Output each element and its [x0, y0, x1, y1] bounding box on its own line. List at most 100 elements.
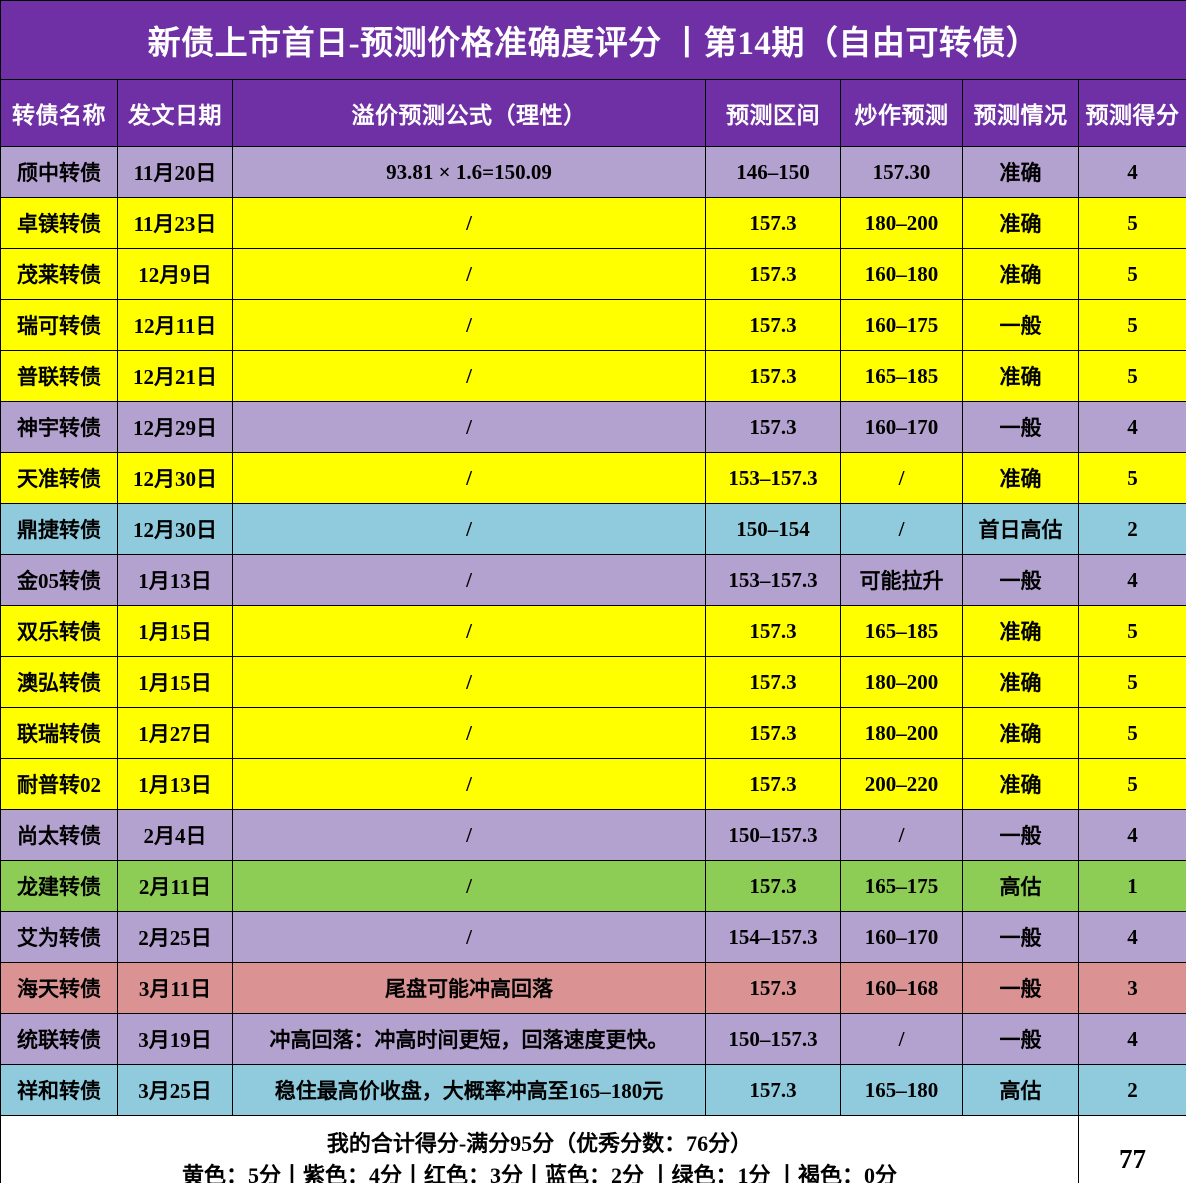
cell-prediction-status: 准确	[962, 197, 1079, 249]
cell-prediction-score: 3	[1077, 962, 1186, 1014]
cell-publish-date: 3月25日	[117, 1064, 233, 1116]
table-row: 卓镁转债 11月23日/157.3 180–200 准确 5	[0, 197, 1186, 249]
cell-premium-formula: /	[232, 554, 706, 606]
table-row: 艾为转债 2月25日/154–157.3 160–170 一般 4	[0, 911, 1186, 963]
cell-premium-formula: /	[232, 503, 706, 555]
cell-hype-forecast: 160–168	[840, 962, 963, 1014]
table-row: 统联转债 3月19日 冲高回落：冲高时间更短，回落速度更快。 150–157.3/一般…	[0, 1013, 1186, 1065]
cell-prediction-score: 4	[1077, 401, 1186, 453]
cell-prediction-score: 4	[1077, 1013, 1186, 1065]
cell-prediction-score: 5	[1077, 350, 1186, 402]
summary-line-1: 我的合计得分-满分95分（优秀分数：76分）	[326, 1131, 753, 1157]
cell-premium-formula: /	[232, 707, 706, 759]
cell-predicted-range: 157.3	[705, 197, 841, 249]
cell-bond-name: 海天转债	[0, 962, 118, 1014]
cell-prediction-score: 4	[1077, 146, 1186, 198]
cell-prediction-score: 5	[1077, 707, 1186, 759]
cell-prediction-score: 5	[1077, 758, 1186, 810]
table-row: 颀中转债 11月20日 93.81 × 1.6=150.09 146–150 157.3…	[0, 146, 1186, 198]
cell-hype-forecast: /	[840, 809, 963, 861]
cell-predicted-range: 153–157.3	[705, 554, 841, 606]
cell-publish-date: 3月11日	[117, 962, 233, 1014]
cell-premium-formula: /	[232, 248, 706, 300]
cell-publish-date: 11月23日	[117, 197, 233, 249]
cell-premium-formula: 93.81 × 1.6=150.09	[232, 146, 706, 198]
cell-publish-date: 12月9日	[117, 248, 233, 300]
cell-bond-name: 龙建转债	[0, 860, 118, 912]
cell-predicted-range: 150–157.3	[705, 809, 841, 861]
cell-prediction-score: 4	[1077, 554, 1186, 606]
cell-prediction-status: 一般	[962, 911, 1079, 963]
cell-predicted-range: 157.3	[705, 248, 841, 300]
table-row: 祥和转债 3月25日 稳住最高价收盘，大概率冲高至165–180元 157.3 165–…	[0, 1064, 1186, 1116]
cell-hype-forecast: 200–220	[840, 758, 963, 810]
column-header-formula: 溢价预测公式（理性）	[232, 79, 706, 147]
table-row: 耐普转02 1月13日/157.3 200–220 准确 5	[0, 758, 1186, 810]
cell-premium-formula: /	[232, 401, 706, 453]
cell-prediction-status: 首日高估	[962, 503, 1079, 555]
cell-predicted-range: 157.3	[705, 707, 841, 759]
table-header-row: 转债名称 发文日期 溢价预测公式（理性） 预测区间 炒作预测 预测情况 预测得分	[0, 79, 1186, 147]
table-row: 鼎捷转债 12月30日/150–154/首日高估 2	[0, 503, 1186, 555]
cell-prediction-status: 一般	[962, 401, 1079, 453]
cell-bond-name: 颀中转债	[0, 146, 118, 198]
cell-predicted-range: 157.3	[705, 401, 841, 453]
cell-prediction-score: 5	[1077, 452, 1186, 504]
cell-publish-date: 2月25日	[117, 911, 233, 963]
cell-publish-date: 12月29日	[117, 401, 233, 453]
cell-hype-forecast: 180–200	[840, 707, 963, 759]
cell-prediction-score: 1	[1077, 860, 1186, 912]
cell-publish-date: 12月30日	[117, 503, 233, 555]
cell-bond-name: 瑞可转债	[0, 299, 118, 351]
cell-premium-formula: /	[232, 299, 706, 351]
cell-predicted-range: 157.3	[705, 605, 841, 657]
cell-publish-date: 2月4日	[117, 809, 233, 861]
cell-prediction-status: 准确	[962, 452, 1079, 504]
cell-predicted-range: 146–150	[705, 146, 841, 198]
cell-bond-name: 耐普转02	[0, 758, 118, 810]
cell-premium-formula: /	[232, 197, 706, 249]
cell-hype-forecast: /	[840, 503, 963, 555]
cell-prediction-status: 高估	[962, 1064, 1079, 1116]
cell-publish-date: 1月27日	[117, 707, 233, 759]
cell-prediction-score: 5	[1077, 248, 1186, 300]
table-row: 天准转债 12月30日/153–157.3/准确 5	[0, 452, 1186, 504]
cell-publish-date: 12月30日	[117, 452, 233, 504]
cell-premium-formula: /	[232, 452, 706, 504]
cell-hype-forecast: 180–200	[840, 656, 963, 708]
cell-predicted-range: 157.3	[705, 656, 841, 708]
cell-predicted-range: 157.3	[705, 1064, 841, 1116]
cell-premium-formula: /	[232, 911, 706, 963]
cell-hype-forecast: 160–180	[840, 248, 963, 300]
cell-publish-date: 1月13日	[117, 758, 233, 810]
cell-prediction-score: 5	[1077, 197, 1186, 249]
cell-hype-forecast: 165–185	[840, 350, 963, 402]
table-row: 金05转债 1月13日/153–157.3 可能拉升 一般 4	[0, 554, 1186, 606]
cell-prediction-status: 一般	[962, 1013, 1079, 1065]
cell-publish-date: 1月13日	[117, 554, 233, 606]
cell-predicted-range: 150–154	[705, 503, 841, 555]
cell-hype-forecast: 157.30	[840, 146, 963, 198]
cell-publish-date: 11月20日	[117, 146, 233, 198]
cell-hype-forecast: 可能拉升	[840, 554, 963, 606]
cell-premium-formula: /	[232, 656, 706, 708]
cell-prediction-status: 一般	[962, 299, 1079, 351]
cell-predicted-range: 157.3	[705, 962, 841, 1014]
cell-predicted-range: 157.3	[705, 758, 841, 810]
cell-prediction-status: 一般	[962, 962, 1079, 1014]
cell-hype-forecast: /	[840, 452, 963, 504]
cell-bond-name: 神宇转债	[0, 401, 118, 453]
table-row: 茂莱转债 12月9日/157.3 160–180 准确 5	[0, 248, 1186, 300]
cell-bond-name: 联瑞转债	[0, 707, 118, 759]
page-title: 新债上市首日-预测价格准确度评分 丨第14期（自由可转债）	[0, 0, 1186, 80]
cell-publish-date: 1月15日	[117, 656, 233, 708]
summary-line-2: 黄色：5分丨紫色：4分丨红色：3分丨蓝色：2分 丨绿色：1分 丨褐色：0分	[181, 1163, 897, 1183]
cell-prediction-score: 4	[1077, 809, 1186, 861]
cell-publish-date: 1月15日	[117, 605, 233, 657]
cell-hype-forecast: /	[840, 1013, 963, 1065]
cell-premium-formula: /	[232, 860, 706, 912]
cell-prediction-status: 准确	[962, 146, 1079, 198]
total-score: 77	[1077, 1115, 1186, 1183]
cell-prediction-score: 2	[1077, 1064, 1186, 1116]
